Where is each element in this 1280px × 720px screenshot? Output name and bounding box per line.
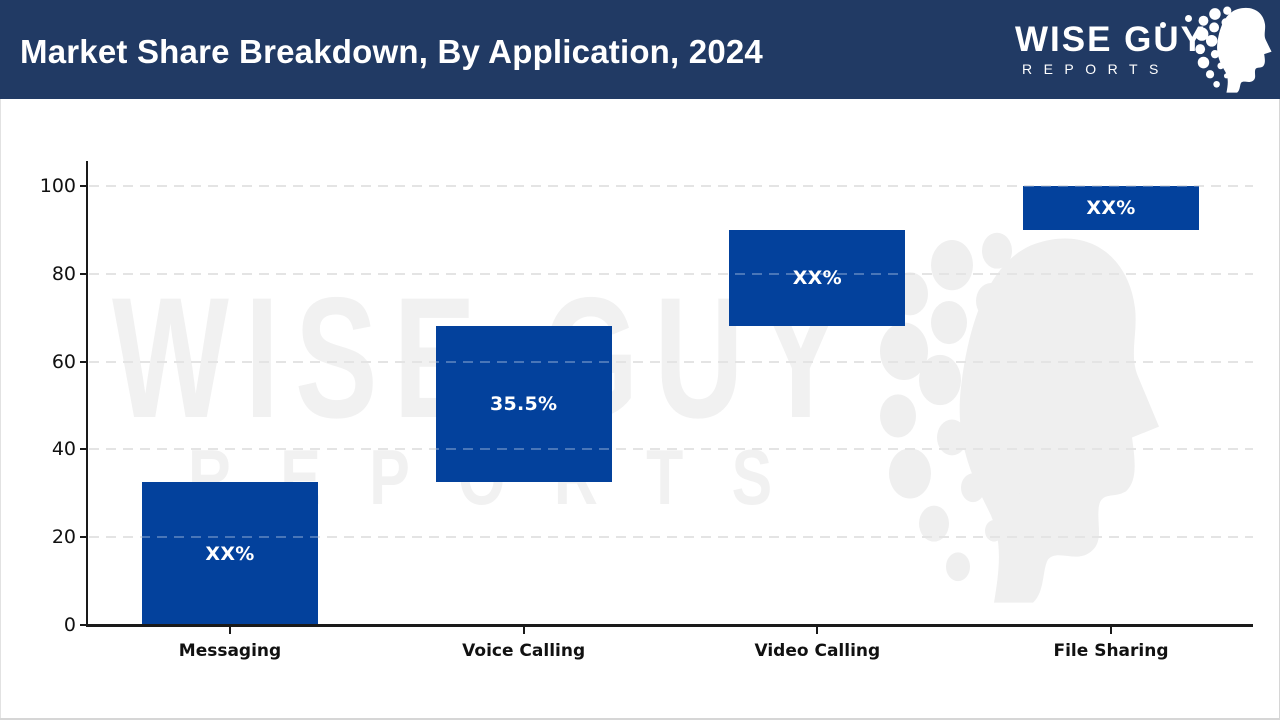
gridline [89,360,1253,363]
y-tick-label: 100 [39,175,76,197]
x-tick [816,627,819,634]
gridline-overlay [89,185,1253,187]
bar-segment: XX% [729,229,906,327]
chart-title: Market Share Breakdown, By Application, … [20,33,763,70]
x-tick-label: Messaging [178,641,282,661]
logo-dot-accent [1160,22,1166,28]
y-tick [80,360,87,363]
gridline [89,536,1253,539]
gridline-overlay [89,272,1253,275]
x-tick [522,627,525,634]
y-tick-label: 60 [51,350,76,373]
brand-name: WISE GUY [1014,20,1206,59]
brand-subtitle: REPORTS [1021,61,1170,77]
bar-segment: XX% [142,482,318,625]
bar-value-label: 35.5% [489,393,558,416]
gridline-overlay [89,360,1253,363]
x-tick-label: Video Calling [754,641,881,661]
y-tick [80,624,87,626]
brand-logo: WISE GUY REPORTS [1015,0,1274,99]
y-axis-line [86,161,88,627]
gridline [89,185,1253,187]
gridline-overlay [89,536,1253,539]
y-tick-label: 20 [51,526,76,549]
gridline [89,448,1253,451]
y-tick [80,272,87,275]
bar-value-label: XX% [205,542,255,565]
y-tick [80,448,87,451]
x-tick [229,627,231,634]
bar-value-label: XX% [1086,196,1136,219]
y-tick-label: 0 [63,614,76,636]
x-tick-label: File Sharing [1053,641,1169,661]
gridline [89,272,1253,275]
y-tick [80,185,87,187]
watermark-dotted-face-icon [880,232,1159,603]
brand-wordmark: WISE GUY REPORTS [1014,20,1206,78]
bar-segment: XX% [1023,186,1199,230]
x-tick [1110,627,1112,634]
x-tick-label: Voice Calling [462,641,586,661]
brand-dotted-face-icon [1195,6,1272,93]
y-tick-label: 80 [51,262,76,285]
bar-segment: 35.5% [435,326,612,483]
y-tick-label: 40 [51,438,76,461]
bar-value-label: XX% [792,267,842,290]
gridline-overlay [89,448,1253,451]
x-axis-line [86,624,1253,627]
y-tick [80,536,87,539]
header-bar: Market Share Breakdown, By Application, … [0,0,1280,99]
logo-dot-accent [1185,15,1192,22]
